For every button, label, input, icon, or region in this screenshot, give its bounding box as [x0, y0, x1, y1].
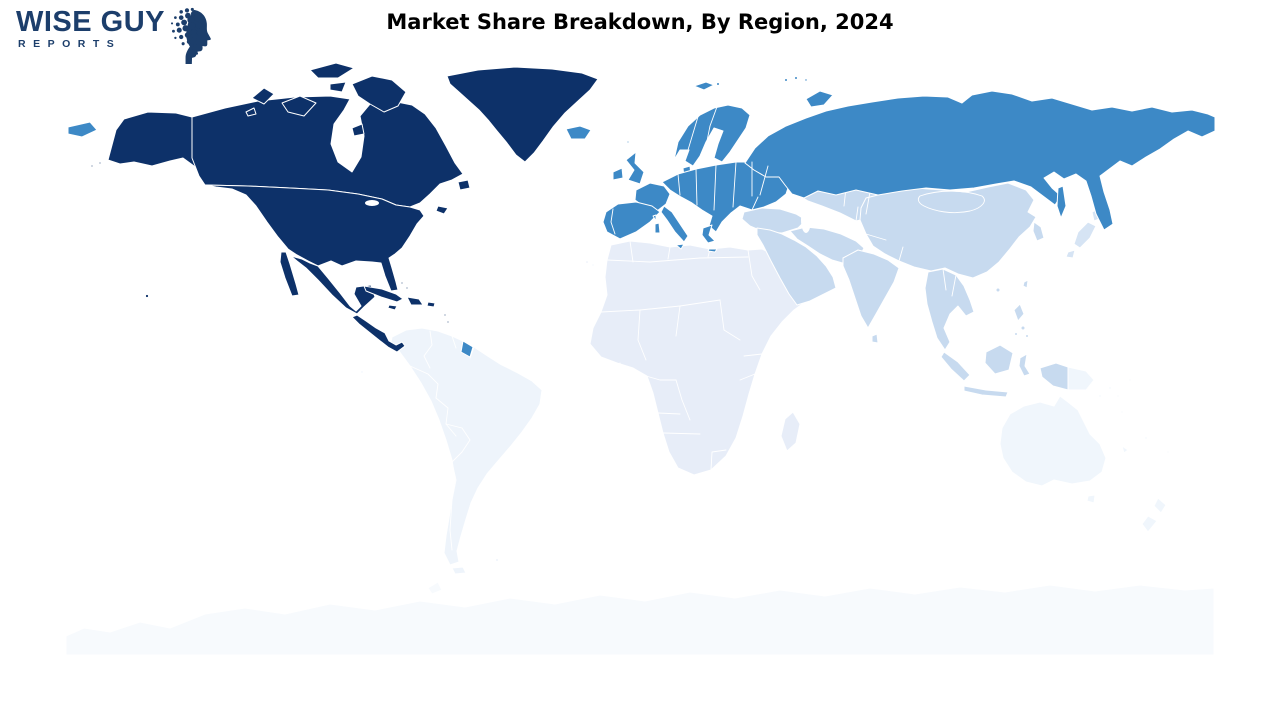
- dotted-head-logo-icon: [161, 7, 213, 65]
- africa-internal-borders: [600, 240, 763, 471]
- chart-title: Market Share Breakdown, By Region, 2024: [386, 10, 894, 34]
- water-bodies: [365, 200, 811, 233]
- country-india: [842, 249, 900, 329]
- island-ellesmere: [309, 62, 355, 79]
- country-sri-lanka: [871, 333, 879, 344]
- island-arctic-small: [245, 107, 257, 117]
- island-sicily: [675, 243, 685, 250]
- island-honshu: [1073, 221, 1097, 249]
- country-china: [859, 182, 1037, 279]
- island-puerto-rico: [426, 301, 436, 308]
- territory-greenland: [446, 66, 599, 163]
- region-europe: [67, 76, 1216, 358]
- island-sumatra: [940, 351, 971, 382]
- country-usa: [204, 184, 425, 292]
- island-svalbard: [693, 81, 715, 91]
- region-chukotka-west: [67, 121, 98, 138]
- country-korea: [1032, 221, 1045, 242]
- region-oceania: [999, 366, 1170, 533]
- island-sardinia: [654, 222, 661, 234]
- island-victoria: [281, 95, 317, 117]
- country-ireland: [612, 167, 624, 181]
- caspian-sea: [801, 207, 811, 233]
- island-southampton: [351, 123, 365, 137]
- territory-french-guiana: [460, 340, 474, 358]
- island-corsica: [652, 214, 657, 222]
- island-crete: [707, 248, 718, 253]
- logo-subtitle: REPORTS: [18, 38, 122, 50]
- island-java: [963, 385, 1009, 398]
- region-scandinavia: [673, 104, 751, 167]
- island-novaya-zemlya: [805, 90, 834, 108]
- country-greece: [701, 224, 716, 244]
- island-borneo: [984, 344, 1014, 375]
- logo-text: WISE GUY REPORTS: [16, 7, 165, 50]
- island-cuba: [363, 285, 404, 303]
- island-devon: [329, 81, 347, 93]
- region-north-america: [90, 62, 599, 353]
- island-baffin: [351, 75, 407, 113]
- island-west-new-guinea: [1039, 362, 1069, 391]
- country-uk: [625, 151, 645, 185]
- region-antarctica: [65, 581, 1215, 656]
- region-arabia: [756, 227, 837, 306]
- island-sulawesi: [1018, 353, 1031, 377]
- island-philippines: [1013, 303, 1025, 322]
- islands-hawaii: [144, 293, 150, 299]
- region-central-east-europe: [661, 161, 791, 233]
- country-mexico: [290, 255, 376, 315]
- south-america-internal-borders: [409, 330, 475, 551]
- island-kyushu: [1065, 249, 1076, 259]
- island-sakhalin: [1056, 185, 1067, 219]
- island-jamaica: [387, 304, 398, 311]
- region-iberia: [602, 201, 661, 240]
- country-russia: [744, 90, 1216, 231]
- country-italy: [660, 205, 689, 243]
- great-lakes: [365, 200, 379, 206]
- europe-internal-borders: [610, 103, 769, 235]
- region-south-america: [360, 327, 543, 575]
- country-iceland: [565, 125, 592, 140]
- wise-guy-reports-logo: WISE GUY REPORTS: [16, 7, 213, 65]
- logo-wordmark: WISE GUY: [16, 6, 166, 38]
- country-turkey: [741, 207, 807, 234]
- island-newfoundland: [457, 179, 471, 191]
- region-se-asia: [924, 268, 975, 351]
- region-africa: [585, 240, 806, 476]
- island-banks: [251, 87, 275, 105]
- island-taiwan: [1022, 279, 1029, 289]
- region-nova-scotia: [435, 205, 449, 215]
- region-central-america: [351, 314, 406, 353]
- region-baja: [279, 251, 300, 297]
- island-hispaniola: [406, 296, 424, 306]
- region-asia: [741, 182, 1069, 398]
